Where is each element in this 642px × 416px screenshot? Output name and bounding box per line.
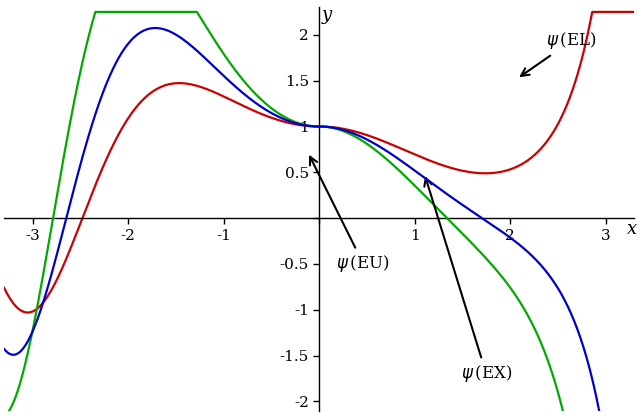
Text: x: x	[627, 220, 638, 238]
Text: $\psi\,$(EX): $\psi\,$(EX)	[424, 178, 512, 384]
Text: $\psi\,$(EL): $\psi\,$(EL)	[521, 30, 597, 76]
Text: y: y	[322, 6, 332, 24]
Text: $\psi\,$(EU): $\psi\,$(EU)	[310, 157, 390, 274]
